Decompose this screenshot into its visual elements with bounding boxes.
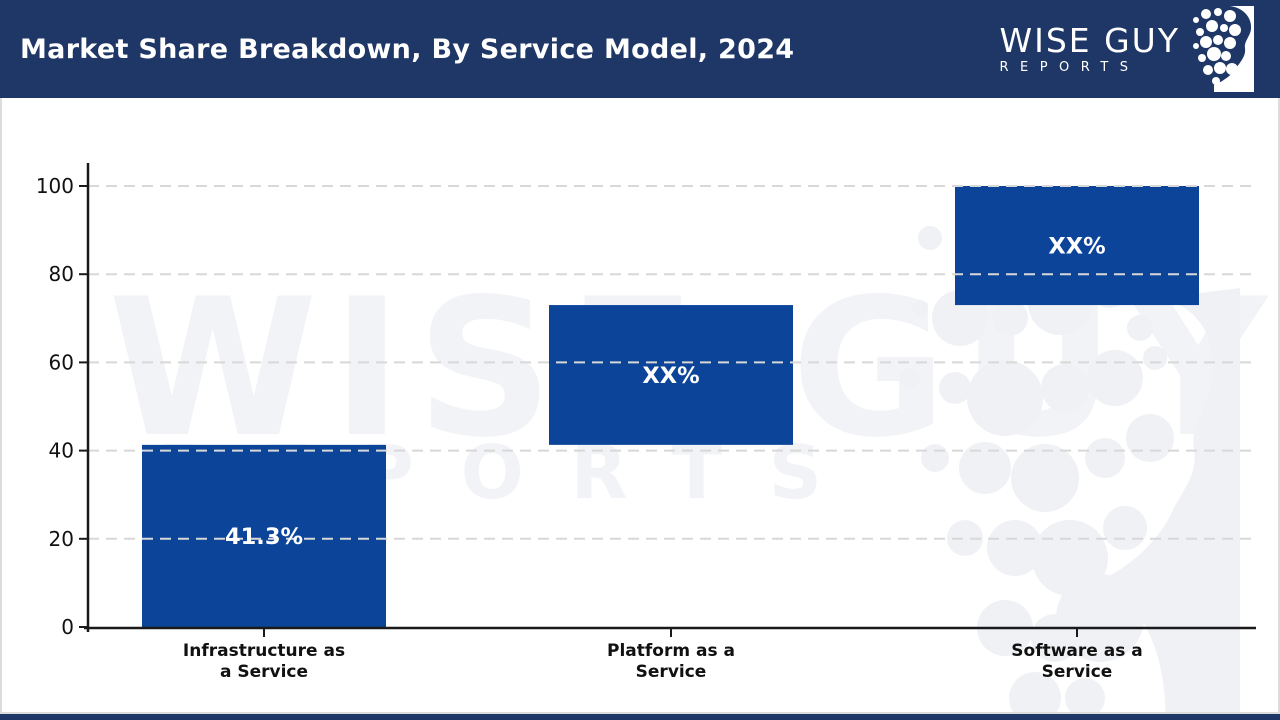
- bottom-hairline: [0, 712, 1280, 714]
- logo-text: WISE GUY REPORTS: [999, 24, 1180, 74]
- x-category-label: Infrastructure as a Service: [183, 641, 345, 682]
- logo-head-icon: [1193, 6, 1254, 92]
- footer-accent-strip: [0, 714, 1280, 720]
- bar-segment: [142, 444, 386, 627]
- y-tick-label: 0: [61, 615, 74, 639]
- bar-value-label: XX%: [642, 363, 699, 389]
- x-category-label: Platform as a Service: [607, 641, 735, 682]
- wise-guy-reports-logo: WISE GUY REPORTS: [999, 6, 1254, 92]
- logo-subtitle: REPORTS: [999, 60, 1140, 75]
- y-tick-label: 80: [49, 262, 74, 286]
- bar-segment: [955, 186, 1199, 306]
- chart-title: Market Share Breakdown, By Service Model…: [20, 33, 795, 65]
- y-tick-label: 20: [49, 527, 74, 551]
- x-category-label: Software as a Service: [1011, 641, 1142, 682]
- header-band: Market Share Breakdown, By Service Model…: [0, 0, 1280, 98]
- logo-wordmark: WISE GUY: [999, 21, 1180, 60]
- bar-value-label: 41.3%: [225, 524, 303, 550]
- y-tick-label: 40: [49, 439, 74, 463]
- y-tick-label: 100: [36, 174, 74, 198]
- y-tick-label: 60: [49, 350, 74, 374]
- bar-segment: [549, 305, 793, 445]
- bar-value-label: XX%: [1048, 234, 1105, 260]
